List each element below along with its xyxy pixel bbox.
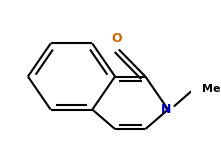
Text: O: O	[112, 32, 122, 45]
Text: Me: Me	[202, 84, 221, 93]
Text: N: N	[161, 103, 171, 116]
